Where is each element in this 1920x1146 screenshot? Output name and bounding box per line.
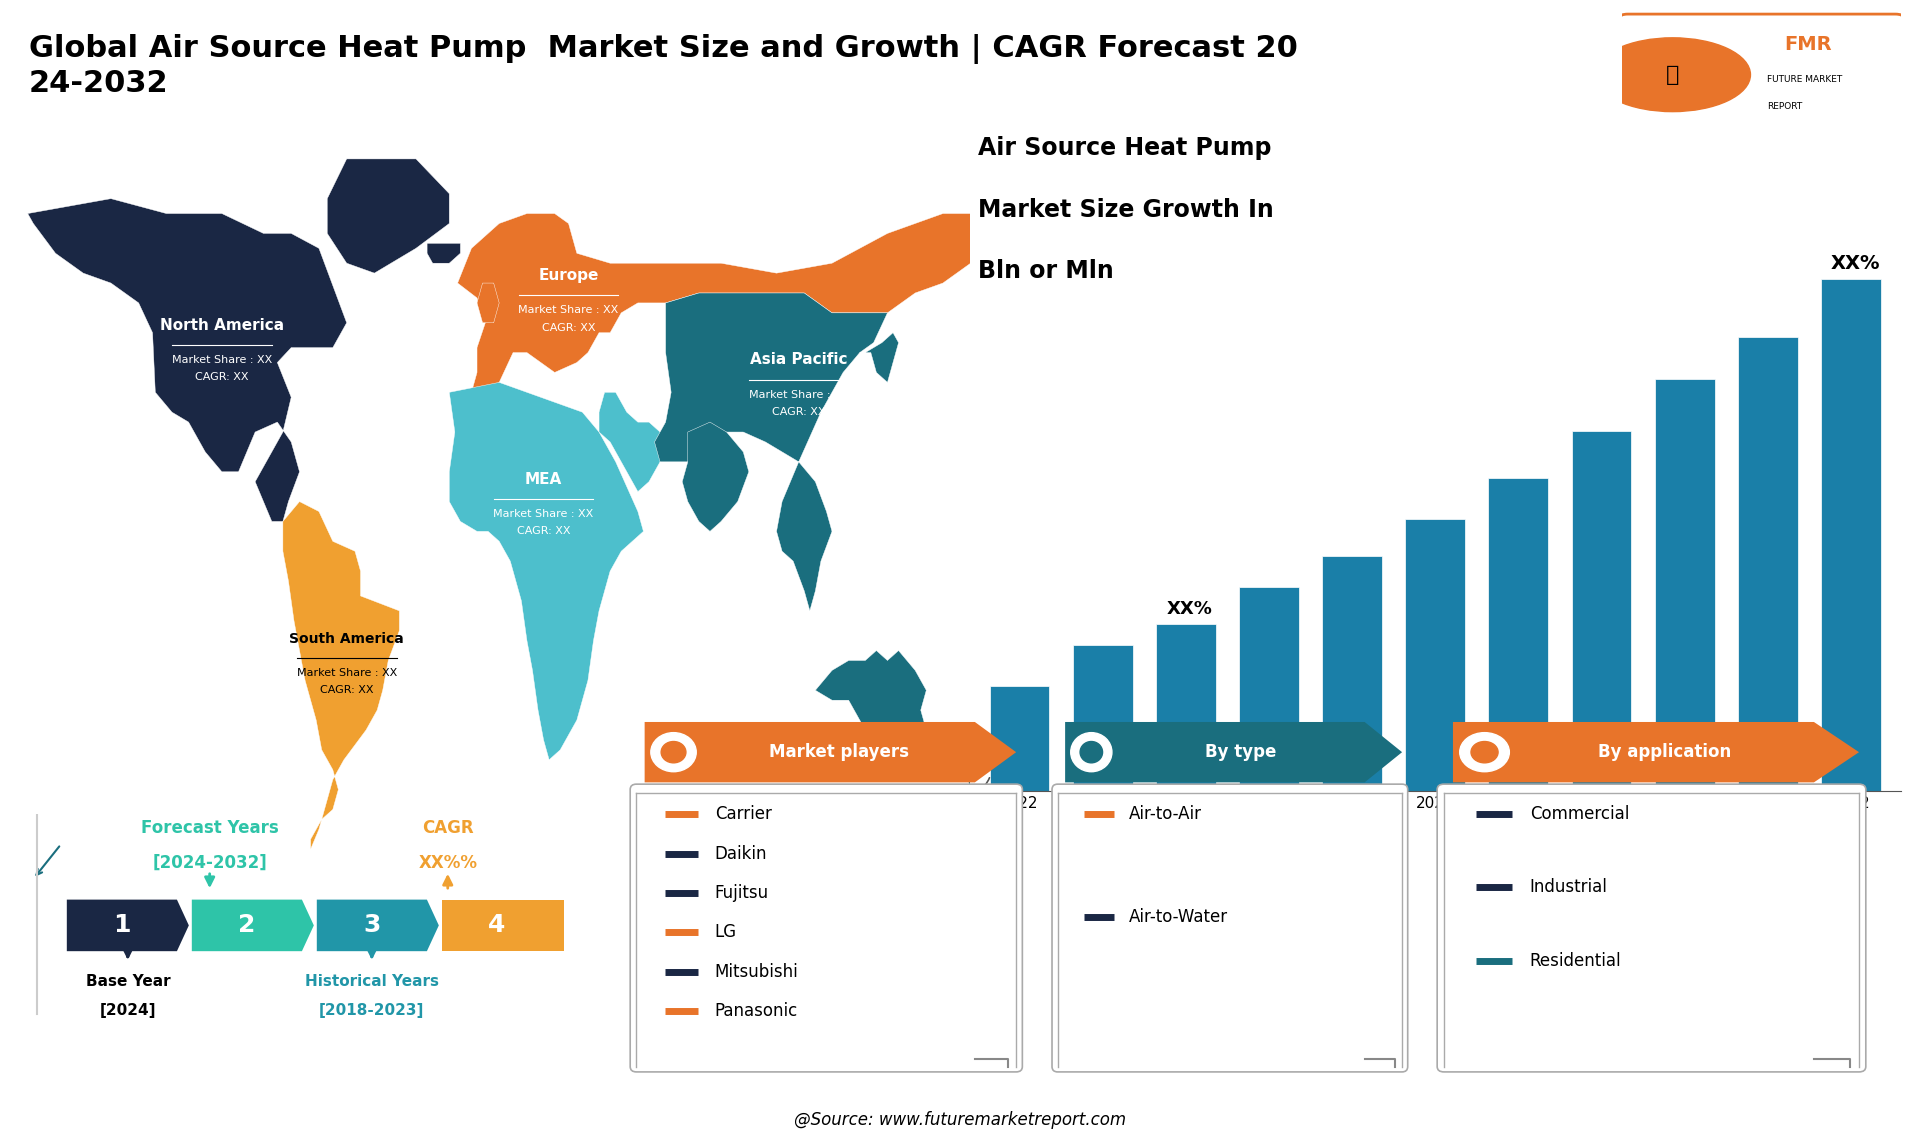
Polygon shape — [457, 213, 998, 392]
Polygon shape — [27, 198, 348, 521]
Polygon shape — [599, 392, 666, 492]
Polygon shape — [476, 283, 499, 323]
Text: North America: North America — [159, 317, 284, 332]
Circle shape — [1081, 741, 1102, 763]
Text: Air Source Heat Pump: Air Source Heat Pump — [977, 136, 1271, 160]
Circle shape — [651, 732, 697, 771]
Text: Asia Pacific: Asia Pacific — [751, 353, 847, 368]
Text: Forecast Years: Forecast Years — [140, 819, 278, 838]
Text: Air-to-Water: Air-to-Water — [1129, 908, 1229, 926]
Text: 🏃: 🏃 — [1667, 64, 1680, 85]
Text: Market Share : XX: Market Share : XX — [749, 390, 849, 400]
Text: By type: By type — [1206, 743, 1277, 761]
Circle shape — [1594, 38, 1751, 111]
Bar — [1488, 478, 1548, 791]
Text: FMR: FMR — [1784, 34, 1832, 54]
Text: XX%%: XX%% — [419, 854, 478, 872]
Bar — [1820, 280, 1882, 791]
Circle shape — [660, 741, 685, 763]
Text: CAGR: XX: CAGR: XX — [516, 526, 570, 536]
Text: By application: By application — [1597, 743, 1732, 761]
Text: Global Air Source Heat Pump  Market Size and Growth | CAGR Forecast 20
24-2032: Global Air Source Heat Pump Market Size … — [29, 34, 1298, 97]
Circle shape — [1071, 732, 1112, 771]
Text: REPORT: REPORT — [1766, 102, 1803, 111]
Text: CAGR: XX: CAGR: XX — [321, 685, 372, 696]
Text: Europe: Europe — [538, 268, 599, 283]
FancyBboxPatch shape — [630, 784, 1021, 1072]
Text: Market Size Growth In: Market Size Growth In — [977, 197, 1273, 221]
Bar — [1572, 431, 1632, 791]
Bar — [1655, 378, 1715, 791]
Text: Daikin: Daikin — [714, 845, 768, 863]
FancyBboxPatch shape — [1438, 784, 1866, 1072]
Text: South America: South America — [290, 631, 403, 645]
Circle shape — [1459, 732, 1509, 771]
Polygon shape — [426, 243, 461, 264]
Polygon shape — [282, 502, 399, 849]
Text: Residential: Residential — [1530, 951, 1620, 970]
Text: Market Share : XX: Market Share : XX — [518, 305, 618, 315]
Text: MEA: MEA — [524, 472, 563, 487]
FancyBboxPatch shape — [1052, 784, 1407, 1072]
Text: Market Share : XX: Market Share : XX — [296, 668, 397, 678]
Polygon shape — [1066, 722, 1402, 783]
Polygon shape — [645, 722, 1016, 783]
Text: 3: 3 — [363, 913, 380, 937]
Text: XX%: XX% — [1830, 254, 1880, 273]
Bar — [1323, 556, 1382, 791]
Polygon shape — [860, 332, 899, 383]
Text: 4: 4 — [488, 913, 505, 937]
Text: CAGR: XX: CAGR: XX — [196, 372, 248, 383]
Bar — [989, 686, 1050, 791]
Text: [2024]: [2024] — [100, 1003, 156, 1018]
Polygon shape — [966, 749, 987, 800]
Text: 1: 1 — [113, 913, 131, 937]
Text: Market Share : XX: Market Share : XX — [171, 355, 273, 366]
Text: CAGR: CAGR — [422, 819, 474, 838]
Text: Commercial: Commercial — [1530, 806, 1628, 823]
Polygon shape — [449, 383, 643, 760]
Text: [2018-2023]: [2018-2023] — [319, 1003, 424, 1018]
Text: Bln or Mln: Bln or Mln — [977, 259, 1114, 283]
Text: FUTURE MARKET: FUTURE MARKET — [1766, 76, 1843, 85]
Polygon shape — [192, 900, 313, 951]
Text: @Source: www.futuremarketreport.com: @Source: www.futuremarketreport.com — [795, 1110, 1125, 1129]
Polygon shape — [442, 900, 564, 951]
Text: LG: LG — [714, 924, 737, 941]
Polygon shape — [317, 900, 440, 951]
FancyBboxPatch shape — [1620, 14, 1903, 141]
Text: XX%: XX% — [1167, 599, 1213, 618]
Bar — [1405, 519, 1465, 791]
Text: Market players: Market players — [768, 743, 908, 761]
Text: 2: 2 — [238, 913, 255, 937]
Bar — [1238, 587, 1298, 791]
Bar — [1156, 623, 1215, 791]
Polygon shape — [67, 900, 188, 951]
Text: Fujitsu: Fujitsu — [714, 884, 768, 902]
Bar — [1073, 645, 1133, 791]
Text: Air-to-Air: Air-to-Air — [1129, 806, 1202, 823]
Bar — [1738, 337, 1797, 791]
Text: Mitsubishi: Mitsubishi — [714, 963, 799, 981]
Polygon shape — [326, 159, 449, 273]
Text: Panasonic: Panasonic — [714, 1002, 799, 1020]
Text: [2024-2032]: [2024-2032] — [152, 854, 267, 872]
Text: CAGR: XX: CAGR: XX — [772, 407, 826, 417]
Polygon shape — [1453, 722, 1859, 783]
Polygon shape — [682, 422, 749, 532]
Text: Market Share : XX: Market Share : XX — [493, 509, 593, 519]
Text: Carrier: Carrier — [714, 806, 772, 823]
Text: CAGR: XX: CAGR: XX — [541, 323, 595, 332]
Polygon shape — [816, 651, 925, 770]
Text: Base Year: Base Year — [86, 974, 171, 989]
Circle shape — [1471, 741, 1498, 763]
Text: Industrial: Industrial — [1530, 879, 1607, 896]
Text: Historical Years: Historical Years — [305, 974, 440, 989]
Polygon shape — [655, 293, 887, 611]
